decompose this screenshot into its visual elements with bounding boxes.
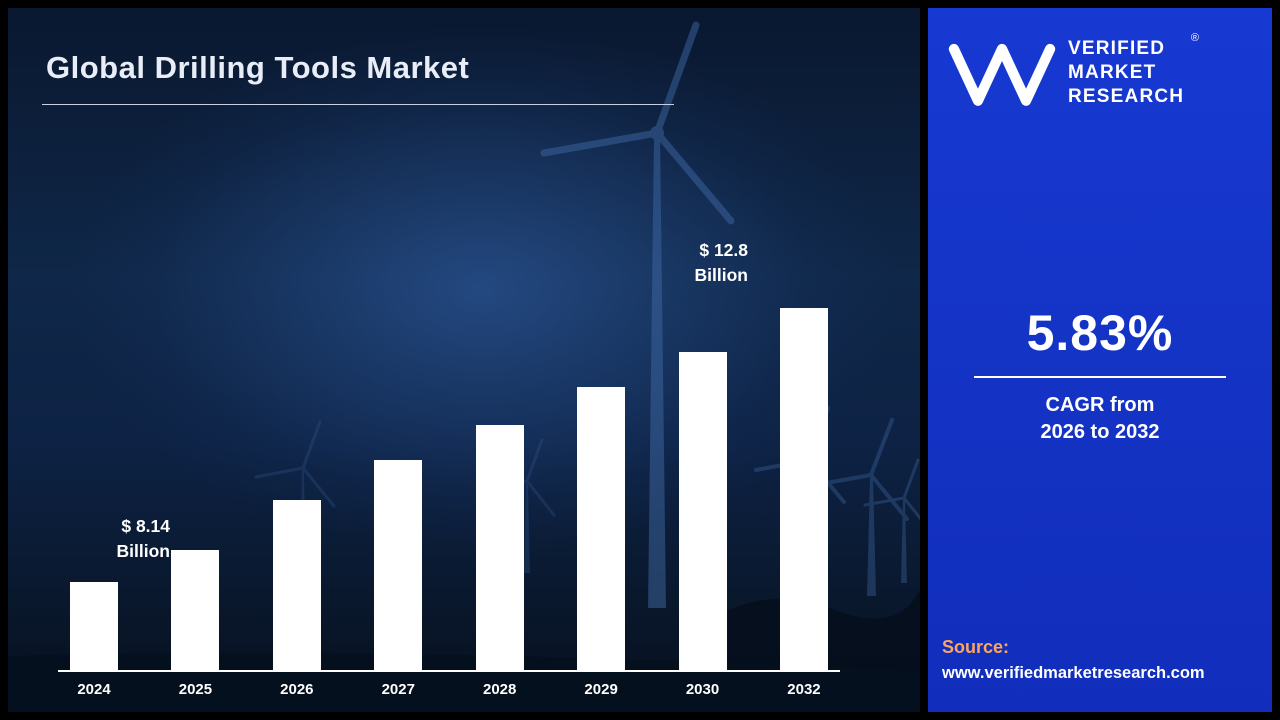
last-bar-value-label: $ 12.8 Billion [656,238,748,289]
first-bar-unit: Billion [116,541,170,562]
x-tick-label-2029: 2029 [584,681,618,698]
x-tick-label-2024: 2024 [77,681,111,698]
logo-line-verified: VERIFIED [1068,37,1166,59]
first-bar-value-label: $ 8.14 Billion [70,514,170,565]
bar-2026 [272,500,321,670]
vmr-logo-text: ® VERIFIED MARKET RESEARCH [1068,32,1199,110]
source-label: Source: [942,637,1010,657]
bar-series [58,300,840,672]
last-bar-amount: $ 12.8 [699,240,748,260]
x-tick-label-2028: 2028 [483,681,517,698]
bar-2024 [70,582,118,670]
bar-2029 [577,387,626,670]
last-bar-unit: Billion [694,265,748,286]
x-axis-labels: 2024 2025 2026 2027 2028 2029 2030 2032 [58,681,840,698]
logo-line-research: RESEARCH [1068,86,1185,108]
logo-line-market: MARKET [1068,61,1157,83]
vmr-logo: ® VERIFIED MARKET RESEARCH [946,32,1199,110]
registered-mark: ® [1190,31,1201,44]
bar-2027 [374,460,423,670]
cagr-value: 5.83% [1026,305,1174,361]
source-url-link[interactable]: www.verifiedmarketresearch.com [942,664,1205,682]
bar-2025 [171,550,220,670]
vmr-logo-icon [948,43,1056,106]
bar-2032 [779,308,828,670]
x-tick-label-2026: 2026 [280,681,314,698]
x-tick-label-2025: 2025 [178,681,213,698]
x-tick-label-2027: 2027 [381,681,415,698]
source-block: Source: www.verifiedmarketresearch.com [942,634,1205,686]
cagr-caption-line1: CAGR from [1045,394,1155,416]
first-bar-amount: $ 8.14 [121,516,170,536]
cagr-caption: CAGR from 2026 to 2032 [928,392,1272,446]
cagr-underline [974,376,1226,378]
page-title: Global Drilling Tools Market [46,50,470,85]
cagr-caption-line2: 2026 to 2032 [1040,421,1160,443]
title-underline [42,104,674,105]
chart-section: Global Drilling Tools Market 2024 2025 202… [8,8,920,712]
x-tick-label-2030: 2030 [685,681,720,698]
x-tick-label-2032: 2032 [787,681,821,698]
bar-2030 [678,352,727,670]
bar-2028 [475,425,524,670]
bar-chart: 2024 2025 2026 2027 2028 2029 2030 2032 [58,300,840,698]
stats-panel: ® VERIFIED MARKET RESEARCH 5.83% CAGR fr… [928,8,1272,712]
